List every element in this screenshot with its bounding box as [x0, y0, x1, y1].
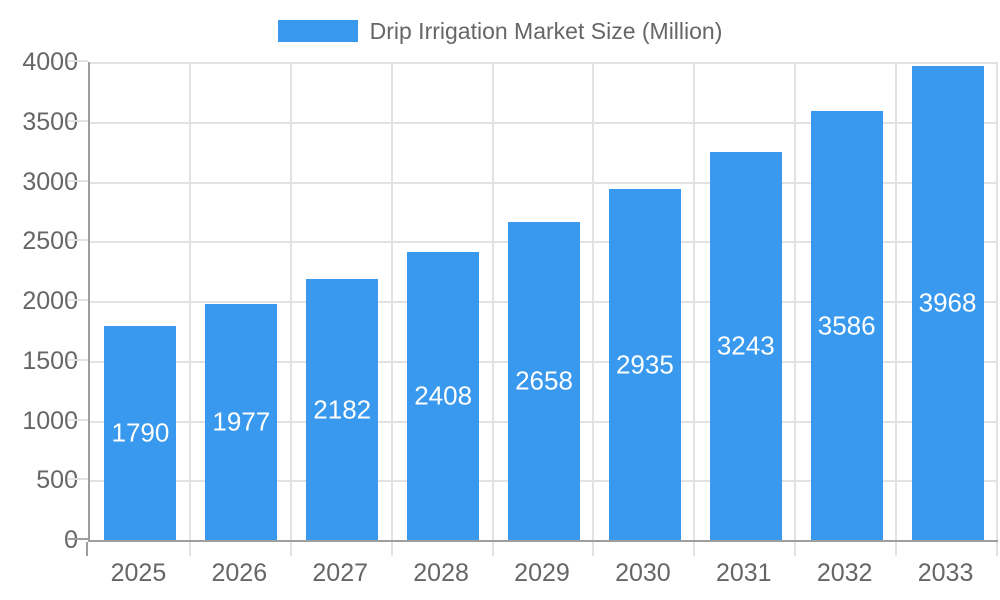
x-gridline-1 — [188, 62, 191, 540]
bar-2032[interactable]: 3586 — [810, 111, 883, 540]
x-gridline-8 — [895, 62, 898, 540]
x-gridline-2 — [289, 62, 292, 540]
x-tick-label-2026: 2026 — [211, 559, 268, 587]
y-tick-label-2000: 2000 — [22, 287, 78, 315]
x-tick-mark-1 — [188, 542, 191, 556]
x-tick-label-2027: 2027 — [312, 559, 369, 587]
bar-2028[interactable]: 2408 — [407, 252, 480, 540]
bar-value-label-2028: 2408 — [414, 380, 473, 411]
y-gridline-3500 — [90, 121, 998, 124]
x-tick-mark-7 — [794, 542, 797, 556]
bar-value-label-2029: 2658 — [515, 365, 573, 396]
bar-2031[interactable]: 3243 — [709, 152, 782, 540]
x-tick-label-2032: 2032 — [816, 559, 873, 587]
y-tick-mark-0 — [68, 538, 88, 540]
x-tick-mark-5 — [592, 542, 595, 556]
bar-value-label-2032: 3586 — [817, 310, 876, 341]
x-gridline-7 — [794, 62, 797, 540]
bar-2030[interactable]: 2935 — [608, 189, 681, 540]
x-tick-mark-3 — [390, 542, 393, 556]
x-tick-label-2025: 2025 — [110, 559, 167, 587]
y-tick-mark-1500 — [68, 358, 88, 361]
y-tick-label-500: 500 — [36, 466, 78, 495]
x-tick-mark-6 — [693, 542, 696, 556]
x-tick-label-2033: 2033 — [917, 559, 974, 587]
x-tick-mark-8 — [895, 542, 898, 556]
bar-value-label-2031: 3243 — [716, 330, 775, 361]
x-gridline-9 — [996, 62, 998, 540]
bar-2033[interactable]: 3968 — [911, 65, 984, 540]
legend-swatch-icon — [277, 20, 358, 42]
y-tick-label-3500: 3500 — [22, 107, 78, 136]
y-tick-label-1000: 1000 — [22, 406, 78, 435]
y-gridline-4000 — [90, 62, 998, 64]
y-tick-label-2500: 2500 — [22, 227, 78, 256]
y-tick-mark-500 — [68, 478, 88, 481]
x-tick-label-2030: 2030 — [615, 559, 671, 587]
y-tick-label-1500: 1500 — [22, 346, 78, 375]
legend-label: Drip Irrigation Market Size (Million) — [369, 17, 723, 44]
x-gridline-6 — [693, 62, 696, 540]
x-tick-label-2028: 2028 — [413, 559, 469, 587]
y-tick-label-0: 0 — [64, 526, 78, 554]
x-tick-mark-0 — [86, 542, 88, 556]
x-tick-mark-4 — [491, 542, 494, 556]
y-tick-label-3000: 3000 — [22, 167, 78, 196]
bar-2029[interactable]: 2658 — [508, 222, 580, 540]
x-tick-mark-2 — [289, 542, 292, 556]
x-gridline-5 — [592, 62, 595, 540]
y-tick-mark-3000 — [68, 179, 88, 182]
bar-2025[interactable]: 1790 — [104, 326, 177, 540]
x-gridline-4 — [491, 62, 494, 540]
x-gridline-3 — [390, 62, 393, 540]
bar-value-label-2025: 1790 — [111, 417, 170, 448]
bar-value-label-2027: 2182 — [313, 394, 372, 425]
y-tick-mark-2000 — [68, 299, 88, 301]
bar-2026[interactable]: 1977 — [205, 303, 278, 540]
plot-area: 1790 1977 2182 2408 2658 2935 3243 3586 3968 — [88, 62, 998, 542]
x-tick-label-2031: 2031 — [715, 559, 772, 587]
legend-item[interactable]: Drip Irrigation Market Size (Million) — [0, 16, 1000, 46]
y-tick-label-4000: 4000 — [22, 48, 78, 76]
y-tick-mark-3500 — [68, 119, 88, 122]
y-tick-mark-2500 — [68, 239, 88, 242]
x-tick-mark-9 — [996, 542, 998, 556]
bar-value-label-2026: 1977 — [212, 406, 271, 437]
y-tick-mark-4000 — [68, 60, 88, 62]
y-tick-mark-1000 — [68, 418, 88, 421]
bar-value-label-2033: 3968 — [918, 287, 977, 318]
bar-2027[interactable]: 2182 — [306, 279, 379, 540]
x-tick-label-2029: 2029 — [514, 559, 570, 587]
y-gridline-3000 — [90, 181, 998, 184]
bar-value-label-2030: 2935 — [615, 349, 674, 380]
